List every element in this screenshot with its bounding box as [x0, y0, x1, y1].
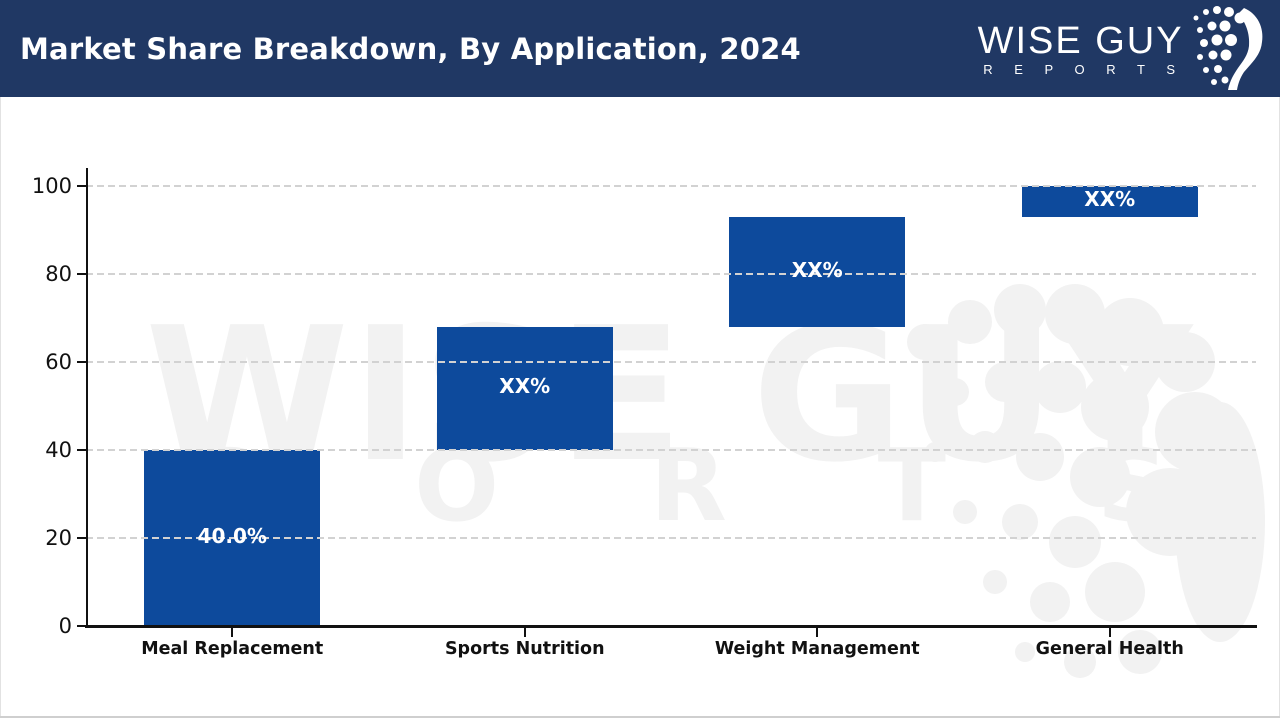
- header: Market Share Breakdown, By Application, …: [0, 0, 1280, 97]
- bar-weight-management: [729, 216, 906, 327]
- y-tick-label: 40: [45, 438, 72, 462]
- logo-title: WISE GUY: [977, 19, 1184, 62]
- x-category-label: Weight Management: [714, 639, 920, 659]
- x-category-label: Meal Replacement: [141, 639, 324, 659]
- page-title: Market Share Breakdown, By Application, …: [20, 31, 801, 66]
- bottom-border: [0, 716, 1280, 718]
- bar-value-label: XX%: [791, 257, 843, 282]
- y-tick: [77, 449, 86, 451]
- y-tick-label: 80: [45, 262, 72, 286]
- left-border: [0, 97, 1, 717]
- logo-wordmark: WISE GUY R E P O R T S: [977, 21, 1184, 77]
- x-tick: [1108, 628, 1111, 637]
- bar-general-health: [1021, 186, 1198, 217]
- y-tick: [77, 537, 86, 539]
- gridline-20: [86, 537, 1256, 539]
- x-axis: [85, 625, 1257, 628]
- x-tick: [816, 628, 819, 637]
- x-tick: [231, 628, 234, 637]
- watermark: WISE GUY P O R T S: [0, 97, 1280, 717]
- y-tick: [77, 273, 86, 275]
- logo-subtitle: R E P O R T S: [983, 61, 1184, 77]
- y-tick: [77, 361, 86, 363]
- bar-value-label: XX%: [499, 374, 551, 399]
- x-tick: [523, 628, 526, 637]
- y-axis: [86, 168, 88, 628]
- y-tick: [77, 625, 86, 627]
- y-tick-label: 0: [58, 614, 72, 638]
- wise-guy-reports-logo: WISE GUY R E P O R T S: [977, 5, 1280, 92]
- y-tick-label: 60: [45, 350, 72, 374]
- gridline-100: [86, 185, 1256, 187]
- x-category-label: General Health: [1035, 639, 1184, 659]
- bar-sports-nutrition: [436, 326, 613, 450]
- gridline-40: [86, 449, 1256, 451]
- gridline-60: [86, 361, 1256, 363]
- gridline-80: [86, 273, 1256, 275]
- logo-head-icon: [1193, 5, 1263, 90]
- y-tick: [77, 185, 86, 187]
- y-tick-label: 100: [31, 174, 72, 198]
- bar-value-label: 40.0%: [197, 524, 267, 548]
- watermark-head-icon: [907, 284, 1265, 678]
- y-tick-label: 20: [45, 526, 72, 550]
- x-category-label: Sports Nutrition: [444, 639, 605, 659]
- bar-value-label: XX%: [1084, 187, 1136, 212]
